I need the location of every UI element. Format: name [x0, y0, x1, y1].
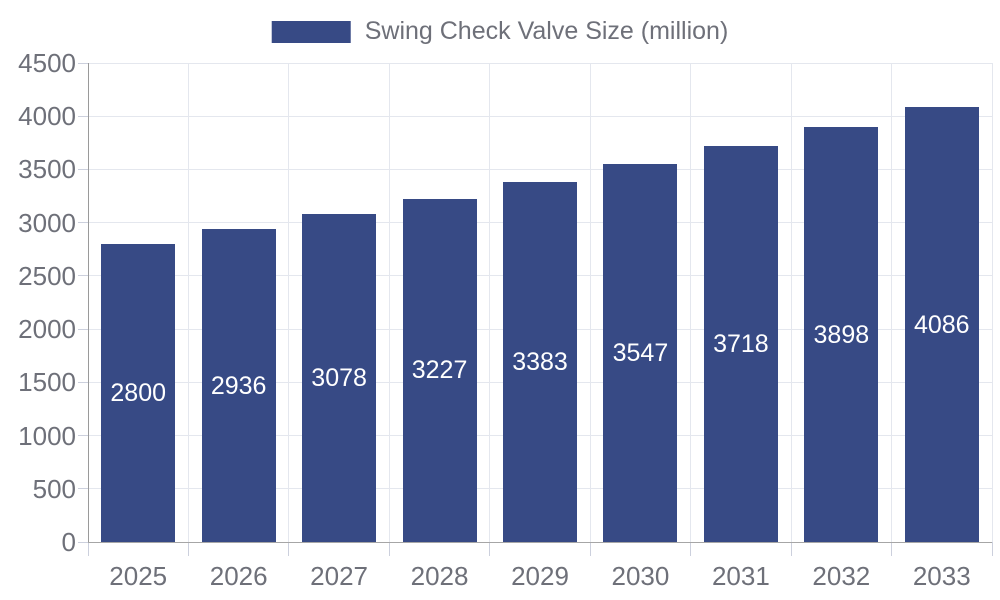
y-axis-label: 2500	[18, 260, 76, 291]
x-axis-label-2028: 2028	[410, 561, 469, 591]
y-axis-label: 0	[61, 527, 76, 557]
bar-value-label: 4086	[913, 310, 970, 339]
y-tick-1500	[78, 381, 88, 383]
bar-2032[interactable]: 3898	[804, 127, 879, 542]
y-tick-4500	[78, 62, 88, 64]
x-axis-label-2032: 2032	[812, 561, 871, 591]
gridline-y-4500	[88, 62, 992, 64]
x-tick-2	[288, 542, 290, 556]
x-axis-line	[88, 541, 992, 543]
bar-2026[interactable]: 2936	[201, 229, 276, 542]
y-tick-2500	[78, 275, 88, 277]
legend-marker	[271, 20, 351, 43]
gridline-x-4	[489, 63, 491, 542]
bar-value-label: 3227	[411, 356, 468, 385]
x-tick-9	[991, 542, 993, 556]
x-axis-label-2029: 2029	[511, 561, 569, 591]
gridline-x-9	[991, 63, 993, 542]
x-tick-5	[589, 542, 591, 556]
y-axis-label: 1500	[18, 367, 76, 398]
bar-value-label: 2936	[210, 371, 267, 400]
y-axis-label: 3000	[18, 207, 76, 238]
bar-2029[interactable]: 3383	[503, 181, 577, 542]
x-tick-0	[87, 542, 89, 556]
gridline-x-1	[187, 63, 189, 542]
y-axis-label: 4000	[18, 101, 76, 132]
x-tick-4	[489, 542, 491, 556]
y-tick-500	[78, 488, 88, 490]
bar-value-label: 3898	[813, 320, 870, 349]
bar-value-label: 3718	[713, 330, 769, 359]
x-axis-label-2031: 2031	[711, 561, 770, 591]
bar-2027[interactable]: 3078	[302, 214, 377, 542]
y-tick-0	[78, 541, 88, 543]
y-axis-label: 1000	[18, 420, 76, 451]
y-tick-2000	[78, 328, 88, 330]
gridline-x-7	[790, 63, 792, 542]
bar-2030[interactable]: 3547	[603, 164, 678, 542]
x-tick-3	[388, 542, 390, 556]
x-tick-7	[790, 542, 792, 556]
y-tick-4000	[78, 115, 88, 117]
x-axis-label-2025: 2025	[109, 561, 168, 591]
x-axis-label-2033: 2033	[912, 561, 971, 591]
bar-2028[interactable]: 3227	[402, 198, 477, 542]
y-axis-label: 2000	[18, 314, 76, 345]
bar-2031[interactable]: 3718	[703, 146, 778, 542]
bar-2033[interactable]: 4086	[904, 107, 979, 542]
gridline-x-6	[690, 63, 692, 542]
x-axis-label-2030: 2030	[611, 561, 670, 591]
bar-2025[interactable]: 2800	[101, 243, 176, 542]
gridline-y-4000	[88, 115, 992, 117]
gridline-x-8	[891, 63, 893, 542]
x-axis-label-2026: 2026	[209, 561, 268, 591]
y-axis-label: 4500	[18, 48, 76, 78]
bar-value-label: 3547	[612, 339, 669, 368]
x-axis-label-2027: 2027	[310, 561, 369, 591]
y-axis-label: 500	[32, 473, 76, 504]
x-tick-8	[891, 542, 893, 556]
bar-value-label: 3078	[311, 364, 367, 393]
legend-label: Swing Check Valve Size (million)	[364, 17, 729, 45]
y-tick-1000	[78, 435, 88, 437]
gridline-x-2	[288, 63, 290, 542]
y-tick-3500	[78, 168, 88, 170]
bar-value-label: 2800	[110, 378, 167, 407]
y-axis-label: 3500	[18, 154, 76, 185]
y-tick-3000	[78, 222, 88, 224]
y-axis-line	[87, 63, 89, 542]
gridline-y-3500	[88, 168, 992, 170]
x-tick-6	[690, 542, 692, 556]
x-tick-1	[187, 542, 189, 556]
gridline-x-5	[589, 63, 591, 542]
gridline-x-3	[388, 63, 390, 542]
bar-value-label: 3383	[512, 347, 568, 376]
legend[interactable]: Swing Check Valve Size (million)	[271, 17, 729, 45]
